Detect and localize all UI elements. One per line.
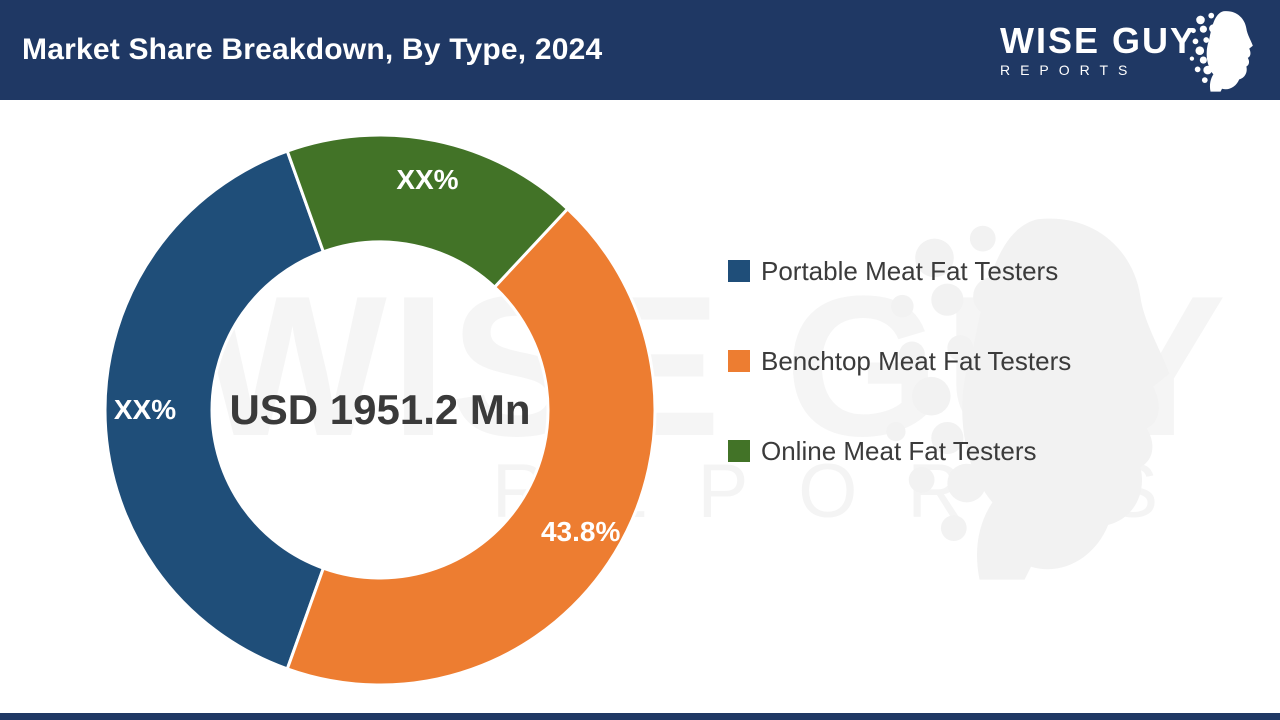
- legend-swatch-online: [728, 440, 750, 462]
- legend-label-online: Online Meat Fat Testers: [761, 436, 1037, 466]
- segment-label-benchtop: 43.8%: [540, 516, 621, 548]
- chart-legend: Portable Meat Fat Testers Benchtop Meat …: [728, 256, 1071, 526]
- logo-text: WISE GUY REPORTS: [999, 19, 1196, 78]
- legend-swatch-portable: [728, 260, 750, 282]
- page-title: Market Share Breakdown, By Type, 2024: [22, 33, 603, 66]
- segment-label-portable: XX%: [113, 394, 177, 425]
- footer-bar: [0, 713, 1280, 720]
- header-bar: Market Share Breakdown, By Type, 2024 WI…: [0, 0, 1280, 100]
- donut-svg: [103, 133, 657, 687]
- watermark-face-icon: [886, 218, 1170, 580]
- legend-item-benchtop: Benchtop Meat Fat Testers: [728, 346, 1071, 376]
- donut-segment-2: [285, 133, 570, 290]
- legend-item-portable: Portable Meat Fat Testers: [728, 256, 1071, 286]
- wiseguy-logo: WISE GUY REPORTS: [1000, 7, 1262, 93]
- legend-item-online: Online Meat Fat Testers: [728, 436, 1071, 466]
- legend-label-benchtop: Benchtop Meat Fat Testers: [761, 346, 1072, 376]
- donut-segment-1: [285, 206, 657, 687]
- donut-chart: XX% 43.8% XX% USD 1951.2 Mn: [103, 133, 657, 687]
- legend-label-portable: Portable Meat Fat Testers: [761, 256, 1059, 286]
- donut-segment-0: [103, 149, 326, 671]
- logo-face-icon: [1189, 11, 1253, 92]
- logo-subtitle: REPORTS: [999, 61, 1138, 78]
- segment-label-online: XX%: [396, 163, 459, 195]
- logo-wordmark: WISE GUY: [999, 19, 1196, 61]
- chart-center-value: USD 1951.2 Mn: [229, 386, 531, 433]
- legend-swatch-benchtop: [728, 350, 750, 372]
